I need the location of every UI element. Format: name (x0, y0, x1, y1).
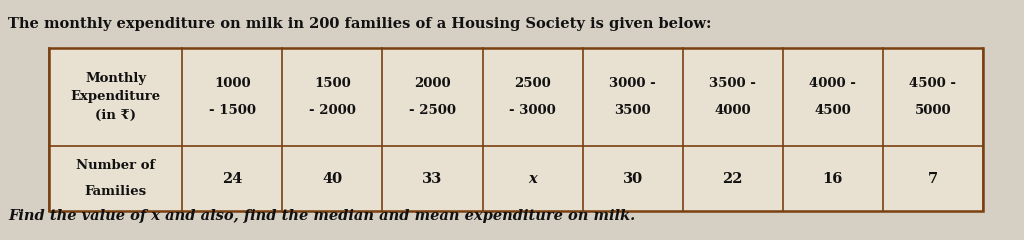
Text: The monthly expenditure on milk in 200 families of a Housing Society is given be: The monthly expenditure on milk in 200 f… (8, 17, 712, 31)
Text: 4500: 4500 (814, 104, 851, 117)
Text: 5000: 5000 (914, 104, 951, 117)
Text: 7: 7 (928, 172, 938, 186)
Text: Find the value of x and also, find the median and mean expenditure on milk.: Find the value of x and also, find the m… (8, 209, 636, 223)
Text: 16: 16 (822, 172, 843, 186)
Text: - 1500: - 1500 (209, 104, 256, 117)
Text: 1000: 1000 (214, 77, 251, 90)
Text: 24: 24 (222, 172, 243, 186)
Text: 1500: 1500 (314, 77, 351, 90)
Text: 2500: 2500 (514, 77, 551, 90)
Text: (in ₹): (in ₹) (95, 108, 136, 121)
Text: Monthly: Monthly (85, 72, 146, 85)
Text: 2000: 2000 (414, 77, 451, 90)
Text: 22: 22 (723, 172, 743, 186)
Text: 3000 -: 3000 - (609, 77, 656, 90)
Text: - 2000: - 2000 (309, 104, 356, 117)
Text: - 3000: - 3000 (509, 104, 556, 117)
Text: 4500 -: 4500 - (909, 77, 956, 90)
Text: 4000: 4000 (715, 104, 752, 117)
Text: x: x (528, 172, 537, 186)
Text: 30: 30 (623, 172, 643, 186)
Bar (49, 48, 983, 211)
Text: 4000 -: 4000 - (809, 77, 856, 90)
Text: 3500: 3500 (614, 104, 651, 117)
Text: 40: 40 (323, 172, 342, 186)
Text: 3500 -: 3500 - (710, 77, 757, 90)
Text: 33: 33 (422, 172, 442, 186)
Text: Expenditure: Expenditure (71, 90, 161, 103)
Text: - 2500: - 2500 (409, 104, 456, 117)
Text: Number of: Number of (76, 159, 156, 172)
Text: Families: Families (85, 185, 146, 198)
